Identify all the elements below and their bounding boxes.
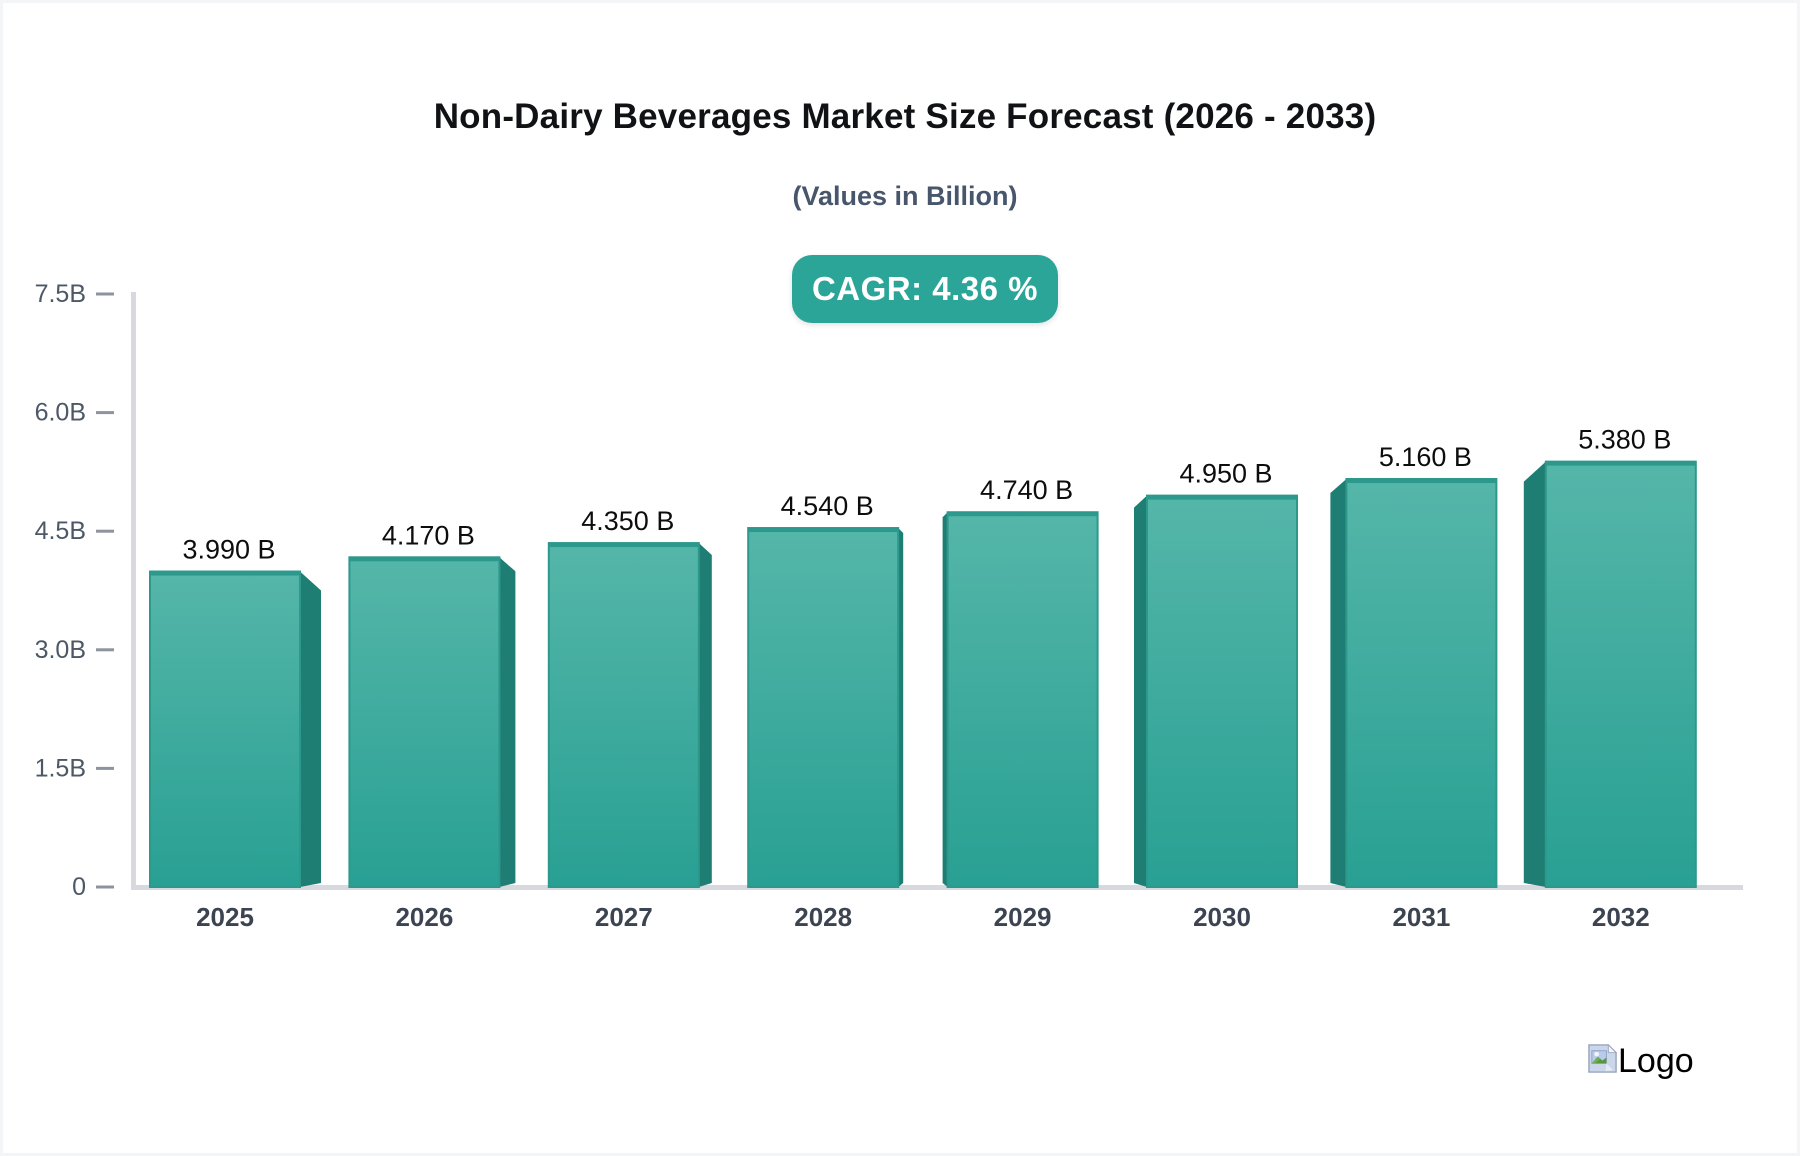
bar-side-2031 [1330, 479, 1347, 887]
logo-alt-text: Logo [1618, 1042, 1694, 1080]
y-tick-dash [96, 648, 114, 652]
y-tick-label: 6.0B [35, 399, 86, 427]
bar-2030 [1146, 494, 1298, 888]
bar-2027 [547, 542, 700, 888]
bar-top-edge-2029 [947, 512, 1098, 517]
bar-2028 [747, 527, 900, 889]
bar-side-2028 [898, 528, 904, 887]
x-tick-label: 2028 [794, 902, 852, 932]
chart-title: Non-Dairy Beverages Market Size Forecast… [433, 97, 1377, 136]
bar-2025 [149, 570, 301, 888]
bar-top-edge-2028 [748, 528, 899, 533]
y-tick-dash [96, 411, 114, 415]
bar-2032 [1544, 460, 1697, 888]
bar-side-2032 [1523, 461, 1546, 887]
bar-value-label: 5.380 B [1578, 425, 1671, 455]
y-tick-dash [96, 529, 114, 533]
x-tick-label: 2030 [1193, 902, 1251, 932]
cagr-badge: CAGR: 4.36 % [792, 255, 1058, 323]
y-tick-dash [96, 292, 114, 296]
bar-value-label: 4.540 B [781, 491, 874, 521]
chart-subtitle: (Values in Billion) [792, 181, 1018, 211]
y-tick-dash [96, 766, 114, 770]
bar-value-label: 4.350 B [581, 506, 674, 536]
x-tick-label: 2025 [196, 902, 254, 932]
bar-2029 [946, 511, 1099, 888]
bar-top-edge-2027 [548, 543, 699, 548]
y-tick-label: 0 [72, 873, 86, 901]
broken-image-icon [1588, 1043, 1618, 1073]
bar-2031 [1345, 478, 1498, 888]
bar-top-edge-2031 [1346, 479, 1497, 484]
bar-value-label: 4.740 B [980, 475, 1073, 505]
bar-top-edge-2025 [150, 571, 300, 576]
bar-top-edge-2032 [1545, 461, 1696, 466]
logo: Logo [1587, 1041, 1694, 1081]
x-tick-label: 2029 [994, 902, 1052, 932]
bar-value-label: 4.950 B [1179, 459, 1272, 489]
cagr-badge-label: CAGR: 4.36 % [811, 270, 1039, 307]
y-tick-label: 1.5B [35, 754, 86, 782]
bar-2026 [348, 556, 501, 888]
x-tick-label: 2027 [595, 902, 653, 932]
bar-side-2026 [499, 557, 516, 887]
bar-value-label: 5.160 B [1379, 442, 1472, 472]
y-tick-label: 3.0B [35, 636, 86, 664]
bar-top-edge-2026 [349, 557, 500, 562]
bar-value-label: 3.990 B [182, 535, 275, 565]
x-tick-label: 2032 [1592, 902, 1650, 932]
y-axis-line [131, 292, 136, 887]
bar-side-2027 [698, 543, 712, 887]
x-axis-line [131, 885, 1743, 890]
y-tick-label: 7.5B [35, 280, 86, 308]
x-tick-label: 2031 [1392, 902, 1450, 932]
bar-top-edge-2030 [1147, 495, 1297, 500]
y-tick-dash [96, 885, 114, 889]
x-tick-label: 2026 [395, 902, 453, 932]
bar-side-2025 [300, 571, 321, 887]
bar-side-2029 [942, 512, 948, 887]
y-tick-label: 4.5B [35, 517, 86, 545]
bar-value-label: 4.170 B [382, 520, 475, 550]
bar-side-2030 [1134, 495, 1147, 887]
